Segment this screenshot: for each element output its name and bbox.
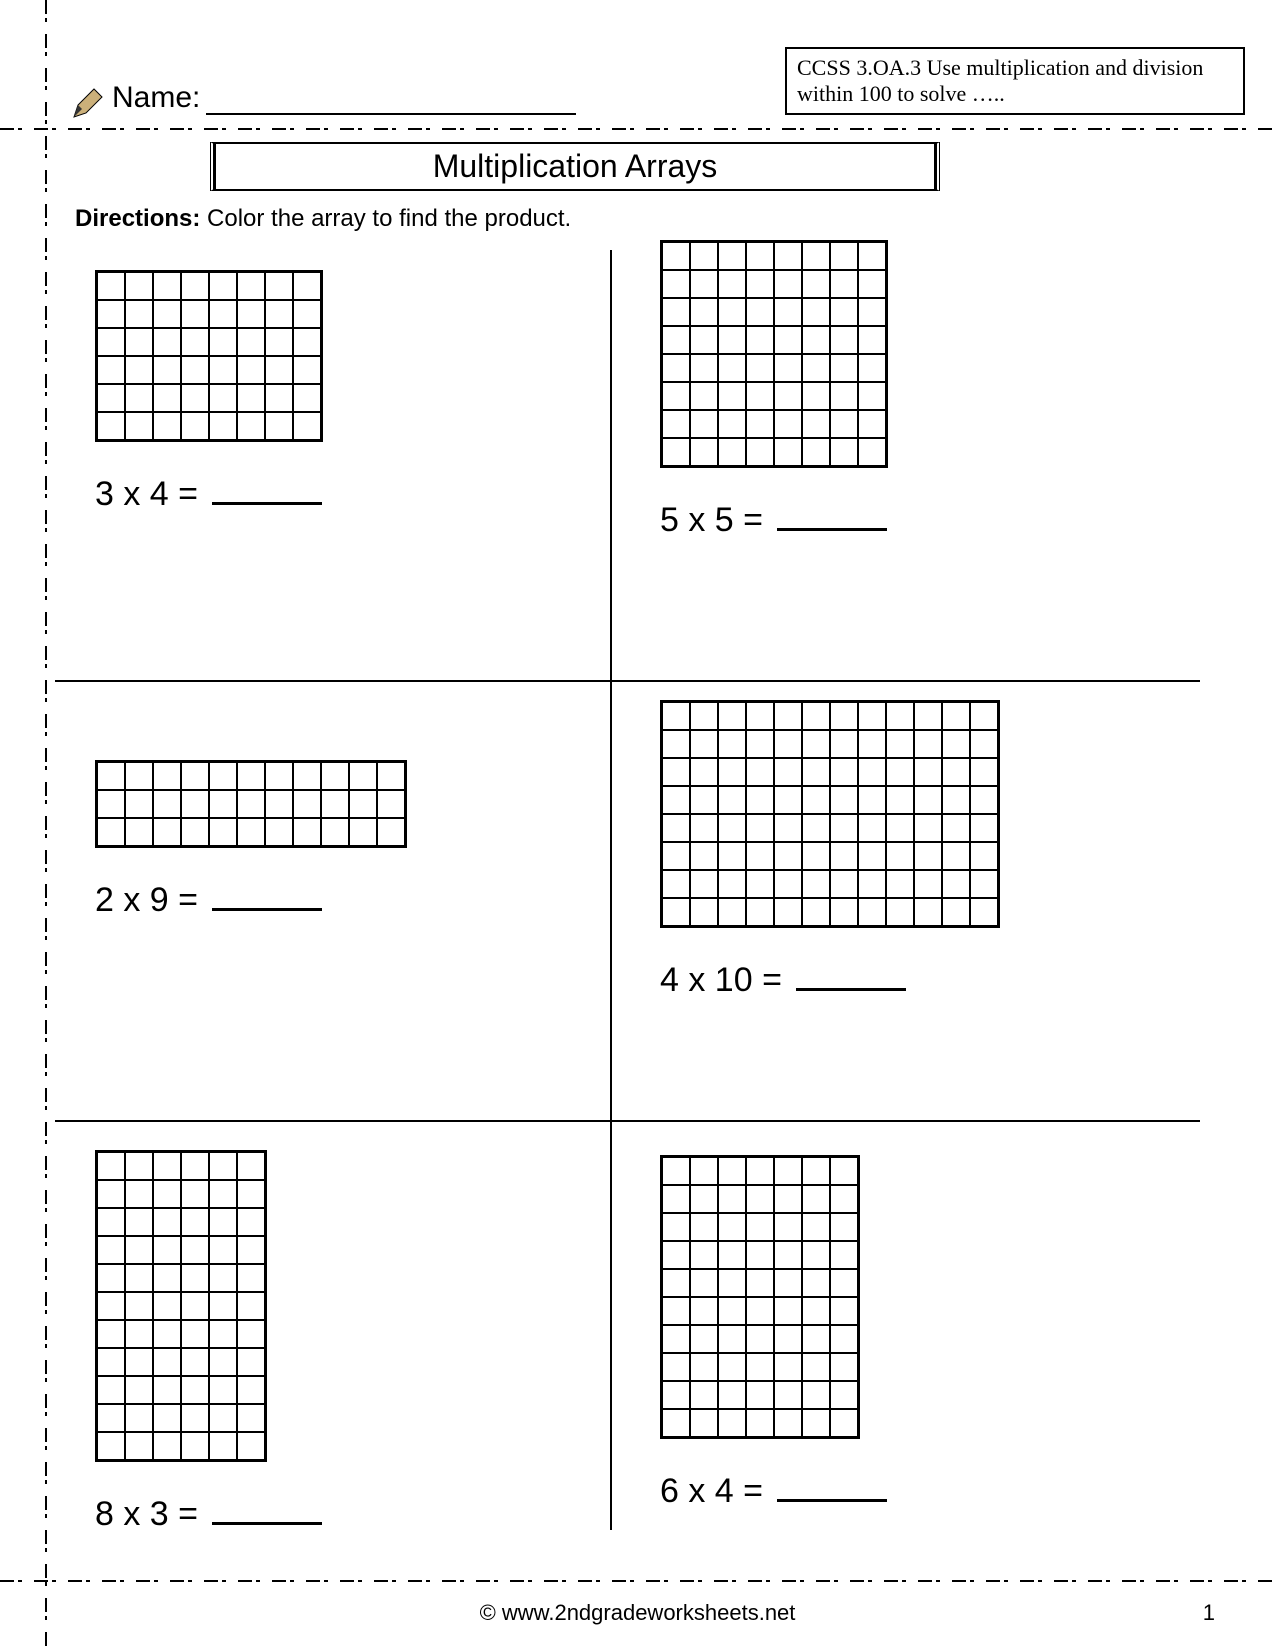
pencil-icon [70,85,106,121]
equation: 6 x 4 = [660,1472,887,1511]
problem-cell-2: 5 x 5 = [660,240,888,540]
equation-text: 8 x 3 = [95,1495,198,1534]
problem-cell-1: 3 x 4 = [95,270,323,514]
answer-blank[interactable] [777,1472,887,1502]
answer-blank[interactable] [212,1495,322,1525]
directions-label: Directions: [75,205,200,232]
equation-text: 2 x 9 = [95,881,198,920]
page-number: 1 [1203,1600,1215,1626]
equation-text: 6 x 4 = [660,1472,763,1511]
array-grid[interactable] [660,1155,860,1439]
equation: 8 x 3 = [95,1495,322,1534]
array-grid[interactable] [95,270,323,442]
answer-blank[interactable] [777,501,887,531]
answer-blank[interactable] [212,475,322,505]
problem-cell-5: 8 x 3 = [95,1150,322,1534]
directions-text: Color the array to find the product. [200,205,571,232]
equation-text: 5 x 5 = [660,501,763,540]
array-grid[interactable] [660,240,888,468]
header: Name: CCSS 3.OA.3 Use multiplication and… [70,55,1245,115]
problems-grid: 3 x 4 = 5 x 5 = 2 x 9 = 4 x 10 = 8 x 3 = 6 x … [55,250,1210,1550]
grid-divider-h1 [55,680,1200,682]
answer-blank[interactable] [796,961,906,991]
footer-copyright: © www.2ndgradeworksheets.net [0,1600,1275,1626]
equation: 4 x 10 = [660,961,1000,1000]
equation: 3 x 4 = [95,475,323,514]
grid-divider-h2 [55,1120,1200,1122]
cut-line-left [45,0,47,1650]
directions: Directions: Color the array to find the … [75,205,571,233]
worksheet-title: Multiplication Arrays [210,142,940,191]
cut-line-bottom [0,1580,1275,1582]
answer-blank[interactable] [212,881,322,911]
array-grid[interactable] [95,760,407,848]
standard-box: CCSS 3.OA.3 Use multiplication and divis… [785,47,1245,115]
equation-text: 3 x 4 = [95,475,198,514]
problem-cell-4: 4 x 10 = [660,700,1000,1000]
problem-cell-3: 2 x 9 = [95,760,407,920]
array-grid[interactable] [660,700,1000,928]
equation: 2 x 9 = [95,881,407,920]
equation: 5 x 5 = [660,501,888,540]
equation-text: 4 x 10 = [660,961,782,1000]
name-input-line[interactable] [206,85,576,115]
name-label: Name: [112,81,200,115]
cut-line-top [0,128,1275,130]
array-grid[interactable] [95,1150,267,1462]
name-field[interactable]: Name: [70,79,576,115]
grid-divider-vertical [610,250,612,1530]
problem-cell-6: 6 x 4 = [660,1155,887,1511]
